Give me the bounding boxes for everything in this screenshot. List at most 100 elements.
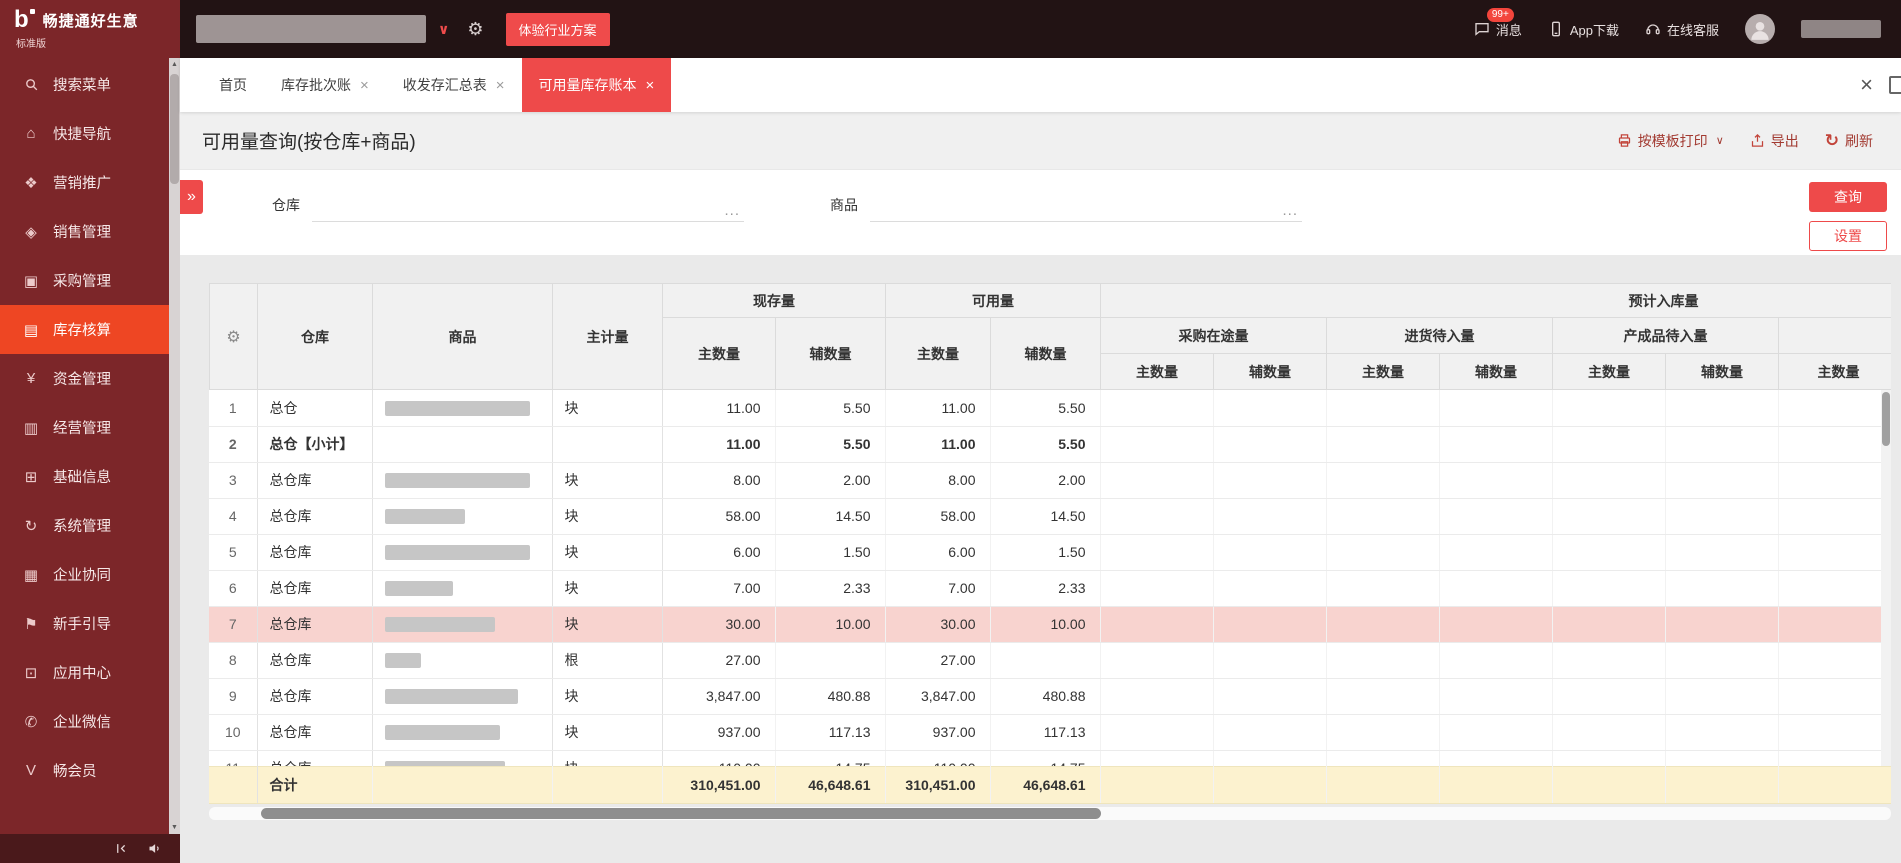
sidebar-item-label: 库存核算: [53, 323, 111, 339]
sidebar-item-collaboration[interactable]: ▦ 企业协同: [0, 550, 180, 599]
unit-cell: 块: [552, 678, 663, 715]
scroll-down-icon[interactable]: ▼: [171, 824, 178, 831]
sidebar-item-member[interactable]: V 畅会员: [0, 746, 180, 795]
qty-cell: [1326, 606, 1440, 643]
qty-cell: 7.00: [662, 570, 776, 607]
sidebar-item-quick-nav[interactable]: ⌂ 快捷导航: [0, 109, 180, 158]
logo-mark-icon: b: [14, 6, 35, 33]
sidebar-item-inventory[interactable]: ▤ 库存核算: [0, 305, 180, 354]
expand-filters-button[interactable]: »: [180, 180, 203, 214]
export-icon: [1750, 133, 1765, 148]
horizontal-scrollbar[interactable]: [209, 807, 1891, 820]
sidebar-item-label: 基础信息: [53, 470, 111, 486]
sidebar-item-operations[interactable]: ▥ 经营管理: [0, 403, 180, 452]
collapse-sidebar-icon[interactable]: [114, 841, 129, 856]
sidebar-scrollbar[interactable]: ▲ ▼: [169, 58, 180, 834]
sidebar-item-system[interactable]: ↻ 系统管理: [0, 501, 180, 550]
workspace-selector-redacted[interactable]: [196, 15, 426, 43]
sidebar-item-purchase[interactable]: ▣ 采购管理: [0, 256, 180, 305]
table-row-6[interactable]: 6 总仓库块 7.00 2.33 7.00 2.33: [209, 570, 1891, 607]
qty-cell: 11.00: [885, 426, 991, 463]
table-row-3[interactable]: 3 总仓库块 8.00 2.00 8.00 2.00: [209, 462, 1891, 499]
warehouse-filter-input[interactable]: ...: [312, 192, 744, 222]
export-button[interactable]: 导出: [1750, 131, 1799, 151]
col-group-onhand-qty: 现存量: [662, 283, 886, 318]
vertical-scrollbar[interactable]: [1881, 390, 1891, 766]
product-filter-input[interactable]: ...: [870, 192, 1302, 222]
total-qty-cell: [1326, 766, 1440, 804]
more-options-icon[interactable]: ...: [1282, 202, 1298, 219]
close-tab-icon[interactable]: ×: [645, 76, 655, 94]
table-row-5[interactable]: 5 总仓库块 6.00 1.50 6.00 1.50: [209, 534, 1891, 571]
username-redacted[interactable]: [1801, 20, 1881, 38]
chevron-down-icon[interactable]: ∨: [438, 20, 450, 37]
qty-cell: [1213, 750, 1327, 766]
table-row-1[interactable]: 1 总仓块 11.00 5.50 11.00 5.50: [209, 390, 1891, 427]
inventory-icon: ▤: [23, 321, 39, 339]
online-service-button[interactable]: 在线客服: [1645, 20, 1719, 39]
qty-cell: [1665, 498, 1779, 535]
close-tab-icon[interactable]: ×: [495, 76, 505, 94]
sidebar-item-app-center[interactable]: ⊡ 应用中心: [0, 648, 180, 697]
unit-cell: [552, 426, 663, 463]
avatar[interactable]: [1745, 14, 1775, 44]
grid-column-settings-gear-icon[interactable]: ⚙: [209, 283, 258, 390]
qty-cell: [1778, 714, 1891, 751]
content-area: ⚙ 仓库 商品 主计量 现存量 可用量 预计入库量 主数量 辅数量 主数量 辅数量 采购在途量 进货待入…: [180, 255, 1901, 863]
table-row-4[interactable]: 4 总仓库块 58.00 14.50 58.00 14.50: [209, 498, 1891, 535]
vertical-scrollbar-thumb[interactable]: [1882, 392, 1890, 446]
query-button[interactable]: 查询: [1809, 182, 1887, 212]
tab-options-icon[interactable]: [1889, 76, 1901, 94]
tab-home[interactable]: 首页: [202, 58, 264, 112]
refresh-button[interactable]: ↻ 刷新: [1825, 131, 1873, 151]
scroll-up-icon[interactable]: ▲: [171, 61, 178, 68]
table-row-2[interactable]: 2 总仓【小计】 11.00 5.50 11.00 5.50: [209, 426, 1891, 463]
app-download-button[interactable]: App下载: [1548, 20, 1619, 39]
horizontal-scrollbar-thumb[interactable]: [261, 808, 1101, 819]
sidebar-item-beginner-guide[interactable]: ⚑ 新手引导: [0, 599, 180, 648]
qty-cell: 11.00: [885, 390, 991, 427]
product-cell: [372, 462, 553, 499]
table-row-10[interactable]: 10 总仓库块 937.00 117.13 937.00 117.13: [209, 714, 1891, 751]
speaker-icon[interactable]: [147, 841, 162, 856]
col-header-aux-qty: 辅数量: [775, 317, 886, 390]
print-by-template-button[interactable]: 按模板打印 ∨: [1617, 131, 1724, 151]
total-qty-cell: [1213, 766, 1327, 804]
qty-cell: [1213, 462, 1327, 499]
qty-cell: 11.00: [662, 390, 776, 427]
warehouse-cell: 总仓库: [257, 462, 373, 499]
product-cell: [372, 570, 553, 607]
sidebar-item-funds[interactable]: ¥ 资金管理: [0, 354, 180, 403]
gear-icon[interactable]: ⚙: [467, 18, 484, 39]
total-label: 合计: [257, 766, 373, 804]
messages-button[interactable]: 99+ 消息: [1474, 7, 1522, 39]
sidebar-item-search-menu[interactable]: 搜索菜单: [0, 60, 180, 109]
tab-inout-summary[interactable]: 收发存汇总表 ×: [386, 58, 522, 112]
qty-cell: [1439, 678, 1553, 715]
table-row-8[interactable]: 8 总仓库根 27.00 27.00: [209, 642, 1891, 679]
sidebar-item-wecom[interactable]: ✆ 企业微信: [0, 697, 180, 746]
table-row-9[interactable]: 9 总仓库块 3,847.00 480.88 3,847.00 480.88: [209, 678, 1891, 715]
tab-list: 首页 库存批次账 × 收发存汇总表 × 可用量库存账本 ×: [202, 58, 672, 112]
qty-cell: [1778, 390, 1891, 427]
unit-cell: 块: [552, 498, 663, 535]
settings-button[interactable]: 设置: [1809, 221, 1887, 251]
table-row-7[interactable]: 7 总仓库块 30.00 10.00 30.00 10.00: [209, 606, 1891, 643]
close-tab-icon[interactable]: ×: [360, 76, 369, 94]
qty-cell: 10.00: [990, 606, 1101, 643]
sidebar-item-marketing[interactable]: ❖ 营销推广: [0, 158, 180, 207]
sidebar-footer: [0, 834, 180, 863]
trial-solution-button[interactable]: 体验行业方案: [505, 12, 610, 46]
sidebar-item-sales[interactable]: ◈ 销售管理: [0, 207, 180, 256]
sidebar-scrollbar-thumb[interactable]: [170, 74, 179, 184]
sidebar-item-base-info[interactable]: ⊞ 基础信息: [0, 452, 180, 501]
more-options-icon[interactable]: ...: [724, 202, 740, 219]
qty-cell: [1778, 426, 1891, 463]
close-icon[interactable]: ×: [1860, 72, 1873, 97]
tab-available-ledger[interactable]: 可用量库存账本 ×: [521, 58, 672, 112]
qty-cell: [1778, 606, 1891, 643]
collaboration-icon: ▦: [23, 566, 39, 584]
tab-batch-ledger[interactable]: 库存批次账 ×: [264, 58, 386, 112]
